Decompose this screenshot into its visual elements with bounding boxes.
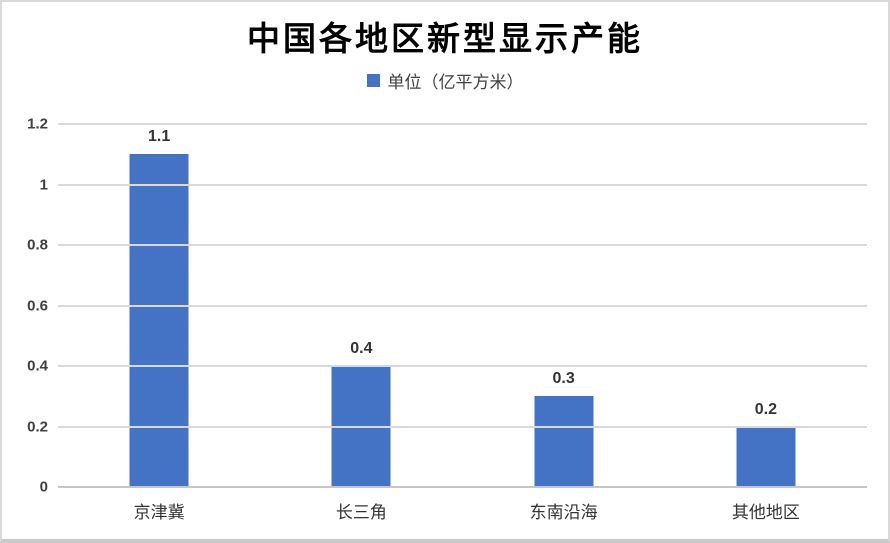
- x-axis-label: 长三角: [335, 503, 387, 522]
- y-tick-label: 0.4: [27, 357, 48, 375]
- chart-title: 中国各地区新型显示产能: [247, 22, 643, 58]
- legend-label: 单位（亿平方米）: [387, 73, 524, 92]
- gridline: [58, 365, 867, 367]
- gridline: [58, 123, 867, 125]
- legend: 单位（亿平方米）: [2, 68, 888, 93]
- bar-value-label: 0.2: [754, 400, 777, 418]
- bar-value-label: 1.1: [148, 128, 171, 146]
- plot-area: 1.1 0.4 0.3 0.2 京津冀 长三角 东南沿海 其他地区 1.2 1 0.8 0.6 0.…: [27, 116, 867, 522]
- legend-marker-icon: [366, 74, 380, 87]
- x-axis-label: 东南沿海: [529, 503, 598, 522]
- bar-slot: 0.2: [665, 124, 867, 487]
- x-axis-label: 其他地区: [731, 503, 800, 522]
- bar: [129, 154, 189, 487]
- bar: [736, 426, 796, 487]
- y-tick-label: 0: [39, 478, 48, 496]
- bar-value-label: 0.4: [350, 340, 373, 357]
- y-tick-label: 0.8: [27, 236, 48, 254]
- bar-slot: 0.3: [463, 124, 665, 487]
- gridline: [58, 425, 867, 428]
- gridline: [58, 244, 867, 246]
- y-tick-label: 1: [39, 176, 48, 193]
- bar-slot: 1.1: [58, 124, 260, 487]
- bar-value-label: 0.3: [552, 370, 575, 388]
- gridline: [58, 183, 867, 186]
- bar: [534, 396, 594, 487]
- x-axis-labels: 京津冀 长三角 东南沿海 其他地区: [58, 498, 867, 523]
- x-axis-label: 京津冀: [133, 503, 185, 522]
- gridline: [58, 304, 867, 307]
- x-axis-line: [58, 486, 867, 488]
- y-tick-label: 0.6: [27, 297, 48, 314]
- y-tick-label: 0.2: [27, 418, 48, 435]
- y-tick-label: 1.2: [27, 115, 48, 133]
